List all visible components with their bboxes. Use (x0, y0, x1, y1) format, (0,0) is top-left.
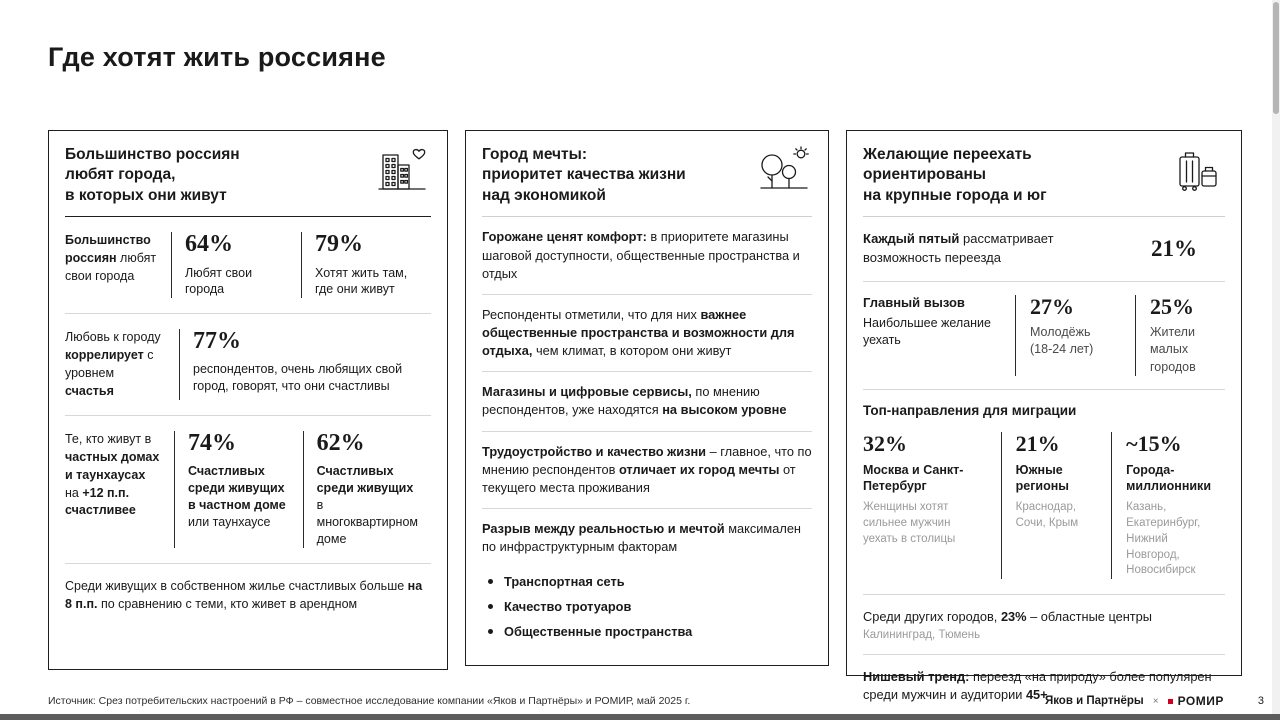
stat-youth: 27% Молодёжь (18-24 лет) (1015, 295, 1135, 376)
destination-name: Южные регионы (1015, 462, 1069, 494)
cards-container: Большинство россиян любят города, в кото… (48, 130, 1242, 702)
intro-text: Каждый пятый рассматривает возможность п… (863, 231, 1054, 266)
paragraph-services: Магазины и цифровые сервисы, по мнению р… (482, 372, 812, 432)
stat-caption: Жители малых городов (1150, 325, 1196, 374)
stat-happy-respondents: 77% респондентов, очень любящих свой гор… (179, 328, 431, 401)
migration-section: Топ-направления для миграции 32% Москва … (863, 402, 1225, 596)
bullet-dot-icon (488, 629, 493, 635)
stat-small-towns: 25% Жители малых городов (1135, 295, 1225, 376)
row-happiness-correlation: Любовь к городу коррелирует с уровнем сч… (65, 314, 431, 417)
list-item: Качество тротуаров (488, 599, 812, 614)
stat-caption: Счастливых среди живущих в частном доме … (187, 464, 286, 530)
other-cities-examples: Калининград, Тюмень (863, 629, 981, 642)
relocation-intro: Каждый пятый рассматривает возможность п… (863, 217, 1225, 283)
stat-value: 21% (1015, 430, 1060, 456)
stat-caption: Счастливых среди живущих в многоквартирн… (316, 464, 419, 546)
stat-value: 79% (315, 231, 363, 258)
page-number: 3 (1257, 695, 1264, 707)
stat-value: 32% (863, 430, 907, 456)
destination-name: Города-миллионники (1126, 462, 1211, 494)
paragraph-gap: Разрыв между реальностью и мечтой максим… (482, 521, 801, 555)
building-with-heart-icon (373, 145, 431, 193)
card-header: Большинство россиян любят города, в кото… (65, 145, 431, 218)
stat-value: 77% (193, 328, 241, 355)
romir-logo-mark (1167, 698, 1173, 704)
stat-happy-private-house: 74% Счастливых среди живущих в частном д… (173, 430, 303, 548)
romir-logo: РОМИР (1177, 694, 1224, 708)
stat-happy-apartment: 62% Счастливых среди живущих в многоквар… (302, 430, 431, 548)
window-bottom-edge (0, 714, 1280, 720)
row-private-houses: Те, кто живут в частных домах и таунхаус… (65, 416, 431, 564)
brand-logos: Яков и Партнёры × РОМИР (1045, 694, 1224, 708)
bullet-dot-icon (488, 579, 493, 585)
row-label: Те, кто живут в частных домах и таунхаус… (65, 432, 160, 518)
infrastructure-factors-list: Транспортная сеть Качество тротуаров Общ… (482, 562, 812, 639)
stat-love-cities: 64% Любят свои города (171, 231, 301, 299)
stat-want-to-live: 79% Хотят жить там, где они живут (301, 231, 431, 299)
destination-note: Краснодар, Сочи, Крым (1015, 500, 1079, 529)
stat-value: 27% (1030, 294, 1074, 320)
card-title: Большинство россиян любят города, в кото… (65, 146, 240, 204)
paragraph-comfort: Горожане ценят комфорт: в приоритете маг… (482, 217, 812, 295)
row-label: Большинство россиян любят свои города (65, 233, 157, 283)
stat-value: 25% (1150, 294, 1194, 320)
card-relocation: Желающие переехать ориентированы на круп… (846, 130, 1242, 702)
challenge-row: Главный вызов Наибольшее желание уехать … (863, 282, 1225, 390)
scrollbar-thumb[interactable] (1273, 2, 1279, 114)
list-item: Транспортная сеть (488, 574, 812, 589)
scrollbar-track[interactable] (1272, 0, 1280, 714)
card-title: Город мечты: приоритет качества жизни на… (482, 146, 686, 204)
stat-value: ~15% (1126, 430, 1182, 456)
row-majority: Большинство россиян любят свои города 64… (65, 217, 431, 315)
row-label: Любовь к городу коррелирует с уровнем сч… (65, 330, 161, 398)
destination-name: Москва и Санкт-Петербург (863, 462, 964, 494)
yakov-partners-logo: Яков и Партнёры (1044, 695, 1144, 707)
card-header: Желающие переехать ориентированы на круп… (863, 145, 1225, 218)
card-city-love: Большинство россиян любят города, в кото… (48, 130, 448, 670)
stat-caption: респондентов, очень любящих свой город, … (193, 362, 403, 394)
footer-source: Источник: Срез потребительских настроени… (48, 695, 691, 707)
stat-caption: Молодёжь (18-24 лет) (1030, 325, 1094, 357)
stat-caption: Любят свои города (185, 265, 253, 297)
footer: Источник: Срез потребительских настроени… (48, 694, 1264, 708)
card-title: Желающие переехать ориентированы на круп… (863, 146, 1047, 204)
migration-south: 21% Южные регионы Краснодар, Сочи, Крым (1000, 430, 1112, 580)
stat-value: 62% (316, 430, 365, 457)
stat-value: 21% (1151, 236, 1197, 262)
destination-note: Казань, Екатеринбург, Нижний Новгород, Н… (1126, 500, 1201, 577)
list-item: Общественные пространства (488, 624, 812, 639)
bullet-dot-icon (488, 604, 493, 610)
paragraph-employment: Трудоустройство и качество жизни – главн… (482, 432, 812, 510)
migration-moscow-spb: 32% Москва и Санкт-Петербург Женщины хот… (863, 432, 1001, 579)
page-title: Где хотят жить россияне (48, 42, 386, 72)
destination-note: Женщины хотят сильнее мужчин уехать в ст… (863, 500, 956, 545)
park-trees-sun-icon (756, 145, 812, 191)
migration-million-cities: ~15% Города-миллионники Казань, Екатерин… (1111, 430, 1225, 580)
stat-value: 64% (185, 231, 233, 258)
migration-heading: Топ-направления для миграции (863, 402, 1077, 418)
card-header: Город мечты: приоритет качества жизни на… (482, 145, 812, 218)
paragraph-public-spaces: Респонденты отметили, что для них важнее… (482, 295, 812, 373)
ownership-note: Среди живущих в собственном жилье счастл… (65, 578, 423, 612)
migration-columns: 32% Москва и Санкт-Петербург Женщины хот… (863, 430, 1225, 596)
stat-caption: Хотят жить там, где они живут (315, 265, 408, 297)
card-dream-city: Город мечты: приоритет качества жизни на… (465, 130, 829, 666)
challenge-label: Главный вызов Наибольшее желание уехать (863, 295, 991, 348)
multiply-sign: × (1152, 695, 1159, 707)
luggage-icon (1171, 145, 1225, 193)
stat-value: 74% (187, 430, 236, 457)
other-cities: Среди других городов, 23% – областные це… (863, 595, 1225, 656)
niche-trend: Нишевый тренд: переезд «на природу» боле… (863, 669, 1212, 703)
